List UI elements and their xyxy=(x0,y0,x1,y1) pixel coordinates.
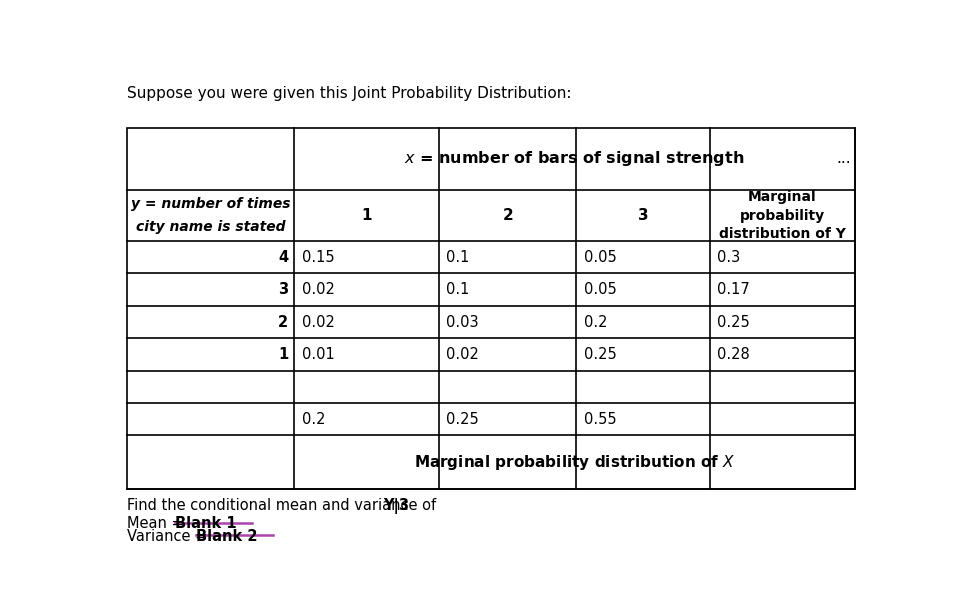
Text: Blank 1: Blank 1 xyxy=(175,516,237,531)
Text: probability: probability xyxy=(740,209,825,222)
Text: Suppose you were given this Joint Probability Distribution:: Suppose you were given this Joint Probab… xyxy=(127,86,572,101)
Text: y = number of times: y = number of times xyxy=(131,197,290,211)
Text: 0.1: 0.1 xyxy=(446,250,469,264)
Text: Marginal: Marginal xyxy=(748,190,817,204)
Text: Find the conditional mean and variance of: Find the conditional mean and variance o… xyxy=(127,498,441,513)
Text: Blank 2: Blank 2 xyxy=(196,529,258,544)
Text: $x$ = number of bars of signal strength: $x$ = number of bars of signal strength xyxy=(404,150,744,168)
Text: 0.15: 0.15 xyxy=(302,250,334,264)
Text: 2: 2 xyxy=(502,208,513,223)
Text: Mean =: Mean = xyxy=(127,516,189,531)
Text: 3: 3 xyxy=(638,208,649,223)
Text: 4: 4 xyxy=(278,250,288,264)
Text: distribution of Y: distribution of Y xyxy=(718,227,846,241)
Text: 0.3: 0.3 xyxy=(718,250,741,264)
Text: 0.2: 0.2 xyxy=(302,412,325,427)
Text: 0.2: 0.2 xyxy=(583,314,607,329)
Text: 0.05: 0.05 xyxy=(583,282,617,297)
Text: 0.02: 0.02 xyxy=(302,282,334,297)
Text: 0.55: 0.55 xyxy=(583,412,616,427)
Text: 0.1: 0.1 xyxy=(446,282,469,297)
Bar xyxy=(127,127,855,489)
Text: 2: 2 xyxy=(278,314,288,329)
Text: ...: ... xyxy=(836,151,851,166)
Text: 1: 1 xyxy=(278,347,288,362)
Text: 0.25: 0.25 xyxy=(718,314,750,329)
Text: 0.28: 0.28 xyxy=(718,347,750,362)
Text: Variance =: Variance = xyxy=(127,529,212,544)
Text: 0.17: 0.17 xyxy=(718,282,750,297)
Text: 0.05: 0.05 xyxy=(583,250,617,264)
Text: 0.25: 0.25 xyxy=(446,412,479,427)
Text: 0.01: 0.01 xyxy=(302,347,334,362)
Text: 3: 3 xyxy=(278,282,288,297)
Text: Marginal probability distribution of $X$: Marginal probability distribution of $X$ xyxy=(414,453,735,472)
Text: 0.02: 0.02 xyxy=(302,314,334,329)
Text: city name is stated: city name is stated xyxy=(136,220,285,234)
Text: 1: 1 xyxy=(361,208,372,223)
Text: 0.25: 0.25 xyxy=(583,347,617,362)
Text: 0.03: 0.03 xyxy=(446,314,479,329)
Text: Y|3: Y|3 xyxy=(383,498,409,514)
Text: 0.02: 0.02 xyxy=(446,347,479,362)
